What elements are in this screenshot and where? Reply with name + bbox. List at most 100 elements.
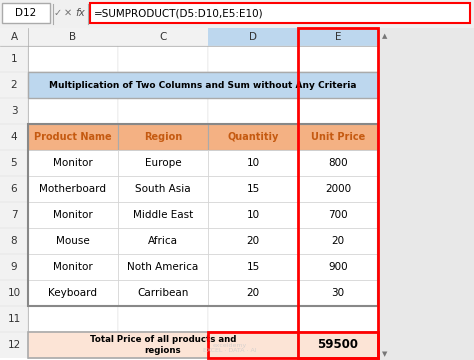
Text: 11: 11 (8, 314, 21, 324)
Bar (118, 202, 208, 228)
Text: 20: 20 (331, 236, 345, 246)
Bar (28, 254, 118, 280)
Text: B: B (69, 32, 77, 42)
Text: 2000: 2000 (325, 184, 351, 194)
Bar (298, 332, 378, 358)
Bar (208, 306, 298, 332)
Bar (0, 124, 28, 150)
Text: Carribean: Carribean (137, 288, 189, 298)
Bar (28, 254, 118, 280)
Text: 10: 10 (8, 288, 20, 298)
Bar (0, 176, 28, 202)
Text: 900: 900 (328, 262, 348, 272)
Bar (208, 124, 298, 150)
Bar (298, 98, 378, 124)
Text: Total Price of all products and
regions: Total Price of all products and regions (90, 335, 236, 355)
Bar (28, 46, 118, 72)
Text: South Asia: South Asia (135, 184, 191, 194)
Text: Monitor: Monitor (53, 210, 93, 220)
Bar (28, 72, 378, 98)
Text: 10: 10 (246, 158, 260, 168)
Bar (118, 228, 208, 254)
Bar (118, 124, 208, 150)
Bar (90, 3, 470, 23)
Text: Monitor: Monitor (53, 262, 93, 272)
Bar (298, 228, 378, 254)
Bar (0, 306, 28, 332)
Text: 5: 5 (11, 158, 18, 168)
Bar (28, 332, 118, 358)
Text: Motherboard: Motherboard (39, 184, 107, 194)
Text: D: D (249, 32, 257, 42)
Text: 15: 15 (246, 262, 260, 272)
Text: Middle East: Middle East (133, 210, 193, 220)
Text: 700: 700 (328, 210, 348, 220)
Text: 10: 10 (246, 210, 260, 220)
Bar (2, 3, 50, 23)
Text: 6: 6 (11, 184, 18, 194)
Text: 800: 800 (328, 158, 348, 168)
Bar (298, 72, 378, 98)
Bar (208, 72, 298, 98)
Bar (118, 176, 208, 202)
Text: Africa: Africa (148, 236, 178, 246)
Bar (298, 46, 378, 72)
Bar (208, 28, 298, 46)
Text: fx: fx (75, 8, 85, 18)
Bar (208, 176, 298, 202)
Bar (0, 72, 28, 98)
Bar (208, 124, 298, 150)
Text: 4: 4 (11, 132, 18, 142)
Text: Monitor: Monitor (53, 158, 93, 168)
Text: E: E (335, 32, 341, 42)
Bar (298, 254, 378, 280)
Bar (208, 228, 298, 254)
Bar (378, 28, 474, 360)
Bar (298, 150, 378, 176)
Text: 7: 7 (11, 210, 18, 220)
Bar (118, 124, 208, 150)
Bar (28, 228, 118, 254)
Bar (0, 254, 28, 280)
Text: 12: 12 (8, 340, 21, 350)
Bar (208, 176, 298, 202)
Bar (28, 228, 118, 254)
Bar (0, 202, 28, 228)
Bar (118, 280, 208, 306)
Text: Quantitiy: Quantitiy (228, 132, 279, 142)
Text: Product Name: Product Name (34, 132, 112, 142)
Bar (298, 306, 378, 332)
Bar (0, 0, 474, 28)
Bar (28, 176, 118, 202)
Bar (118, 150, 208, 176)
Text: A: A (10, 32, 18, 42)
Bar (298, 202, 378, 228)
Text: Mouse: Mouse (56, 236, 90, 246)
Bar (208, 332, 378, 358)
Text: C: C (159, 32, 167, 42)
Bar (118, 306, 208, 332)
Bar (28, 176, 118, 202)
Bar (28, 332, 298, 358)
Bar (208, 150, 298, 176)
Bar (28, 124, 378, 306)
Bar (298, 28, 378, 46)
Bar (298, 176, 378, 202)
Text: 20: 20 (246, 288, 260, 298)
Bar (118, 202, 208, 228)
Bar (0, 46, 28, 72)
Bar (208, 150, 298, 176)
Text: Noth America: Noth America (128, 262, 199, 272)
Text: ✓: ✓ (54, 8, 62, 18)
Bar (298, 124, 378, 150)
Bar (208, 280, 298, 306)
Text: ▼: ▼ (383, 351, 388, 357)
Text: Region: Region (144, 132, 182, 142)
Bar (208, 228, 298, 254)
Bar (208, 202, 298, 228)
Bar (0, 150, 28, 176)
Bar (28, 202, 118, 228)
Bar (28, 124, 118, 150)
Bar (298, 28, 378, 358)
Bar (118, 332, 208, 358)
